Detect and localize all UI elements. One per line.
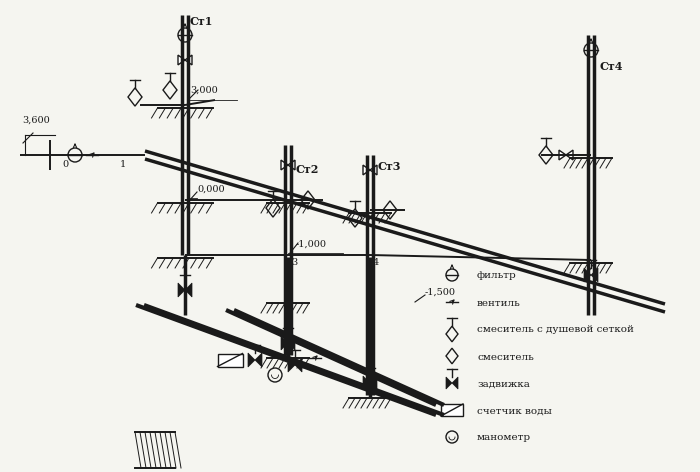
Text: 3,000: 3,000 — [190, 86, 218, 95]
Polygon shape — [591, 268, 598, 282]
Text: счетчик воды: счетчик воды — [477, 406, 552, 415]
Text: манометр: манометр — [477, 433, 531, 443]
Text: вентиль: вентиль — [477, 298, 521, 307]
Polygon shape — [248, 353, 255, 367]
Polygon shape — [281, 336, 288, 350]
Polygon shape — [559, 150, 566, 160]
Polygon shape — [370, 376, 377, 390]
Text: -1,500: -1,500 — [425, 288, 456, 297]
Text: 5: 5 — [365, 373, 371, 382]
Bar — [218, 354, 242, 366]
Polygon shape — [288, 358, 295, 372]
Polygon shape — [370, 165, 377, 175]
Polygon shape — [566, 150, 573, 160]
Polygon shape — [363, 376, 370, 390]
Polygon shape — [363, 165, 370, 175]
Polygon shape — [295, 358, 302, 372]
Text: Ст4: Ст4 — [599, 61, 622, 72]
Bar — [441, 404, 463, 416]
Polygon shape — [288, 160, 295, 170]
Polygon shape — [452, 377, 458, 389]
Polygon shape — [255, 353, 262, 367]
Text: фильтр: фильтр — [477, 271, 517, 280]
Text: Ст1: Ст1 — [190, 16, 214, 27]
Polygon shape — [178, 283, 185, 297]
Polygon shape — [185, 55, 192, 65]
Polygon shape — [288, 336, 295, 350]
Text: 0,000: 0,000 — [197, 185, 225, 194]
Text: смеситель: смеситель — [477, 353, 533, 362]
Text: Ст2: Ст2 — [296, 164, 319, 175]
Text: 0: 0 — [62, 160, 68, 169]
Text: -1,000: -1,000 — [296, 240, 327, 249]
Text: 3: 3 — [291, 258, 298, 267]
Text: 1: 1 — [120, 160, 126, 169]
Text: смеситель с душевой сеткой: смеситель с душевой сеткой — [477, 326, 634, 335]
Text: задвижка: задвижка — [477, 379, 530, 388]
Polygon shape — [185, 283, 192, 297]
Polygon shape — [178, 55, 185, 65]
Polygon shape — [584, 268, 591, 282]
Text: 4: 4 — [373, 258, 379, 267]
Polygon shape — [281, 160, 288, 170]
Text: 3,600: 3,600 — [22, 116, 50, 125]
Polygon shape — [446, 377, 452, 389]
Text: Ст3: Ст3 — [378, 161, 402, 172]
